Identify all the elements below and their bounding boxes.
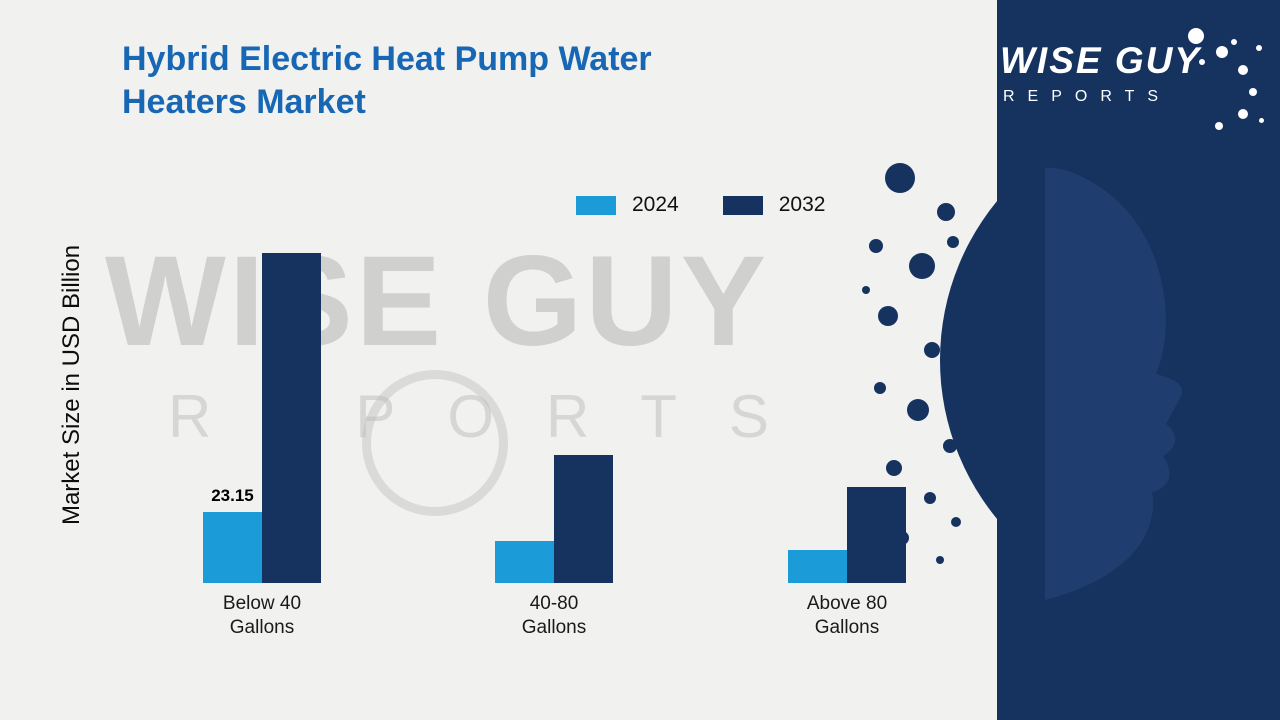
bar-2024-40-80-gallons bbox=[495, 541, 554, 583]
decor-dot bbox=[869, 239, 883, 253]
logo-face-dot bbox=[1215, 122, 1223, 130]
decor-dot bbox=[924, 492, 936, 504]
decor-dot bbox=[964, 376, 972, 384]
bar-2032-40-80-gallons bbox=[554, 455, 613, 583]
legend-swatch-2032 bbox=[722, 195, 763, 215]
decor-dot bbox=[862, 286, 870, 294]
decor-dot bbox=[924, 342, 940, 358]
category-label-40-80-gallons: 40-80 Gallons bbox=[521, 593, 587, 639]
bar-2024-below-40-gallons bbox=[203, 512, 262, 583]
watermark-wordmark: WISE GUY bbox=[105, 230, 770, 373]
logo-face-dot bbox=[1188, 28, 1204, 44]
y-axis-label: Market Size in USD Billion bbox=[58, 244, 85, 526]
wiseguy-logo: WISE GUY REPORTS bbox=[1000, 40, 1201, 106]
logo-face-dot bbox=[1256, 45, 1262, 51]
legend-item-2024: 2024 bbox=[576, 193, 679, 217]
watermark-swirl bbox=[362, 370, 508, 516]
category-label-below-40-gallons: Below 40 Gallons bbox=[222, 593, 302, 639]
decor-dot bbox=[936, 556, 944, 564]
logo-face-dot bbox=[1258, 117, 1264, 123]
decor-dot bbox=[886, 460, 902, 476]
category-label-above-80-gallons: Above 80 Gallons bbox=[806, 593, 888, 639]
bar-2024-above-80-gallons bbox=[788, 550, 847, 583]
decor-dot bbox=[947, 236, 959, 248]
chart-legend: 2024 2032 bbox=[576, 193, 825, 217]
decor-dot bbox=[951, 517, 961, 527]
decor-dot bbox=[909, 253, 935, 279]
chart-title: Hybrid Electric Heat Pump Water Heaters … bbox=[122, 40, 652, 121]
logo-face-dot bbox=[1249, 88, 1257, 96]
legend-label-2024: 2024 bbox=[632, 193, 679, 216]
logo-face-dot bbox=[1231, 39, 1237, 45]
logo-face-dot bbox=[1199, 59, 1205, 65]
decor-dot bbox=[874, 382, 886, 394]
logo-face-dot bbox=[1238, 65, 1248, 75]
logo-face-dot bbox=[1216, 46, 1228, 58]
decor-dot bbox=[955, 291, 969, 305]
bar-group-40-80-gallons: 40-80 Gallons bbox=[495, 243, 613, 641]
bar-group-above-80-gallons: Above 80 Gallons bbox=[788, 243, 906, 641]
decor-dot bbox=[957, 331, 967, 341]
legend-item-2032: 2032 bbox=[722, 193, 826, 217]
bar-2032-above-80-gallons bbox=[847, 487, 906, 583]
decor-dot bbox=[885, 163, 915, 193]
decor-dot bbox=[878, 306, 898, 326]
logo-wordmark: WISE GUY bbox=[1000, 40, 1202, 81]
legend-label-2032: 2032 bbox=[778, 193, 826, 216]
legend-swatch-2024 bbox=[576, 195, 616, 215]
logo-face-dot bbox=[1238, 109, 1248, 119]
decor-dot bbox=[969, 268, 977, 276]
bars-40-80-gallons bbox=[495, 243, 613, 583]
bars-below-40-gallons: 23.15 bbox=[203, 243, 321, 583]
bar-value-label: 23.15 bbox=[211, 486, 254, 505]
bars-above-80-gallons bbox=[788, 243, 906, 583]
decor-dot bbox=[943, 439, 957, 453]
bar-2032-below-40-gallons bbox=[262, 253, 321, 583]
decor-dot bbox=[937, 203, 955, 221]
decor-dot bbox=[907, 399, 929, 421]
bar-group-below-40-gallons: 23.15 Below 40 Gallons bbox=[203, 243, 321, 641]
logo-subtext: REPORTS bbox=[1003, 88, 1172, 105]
